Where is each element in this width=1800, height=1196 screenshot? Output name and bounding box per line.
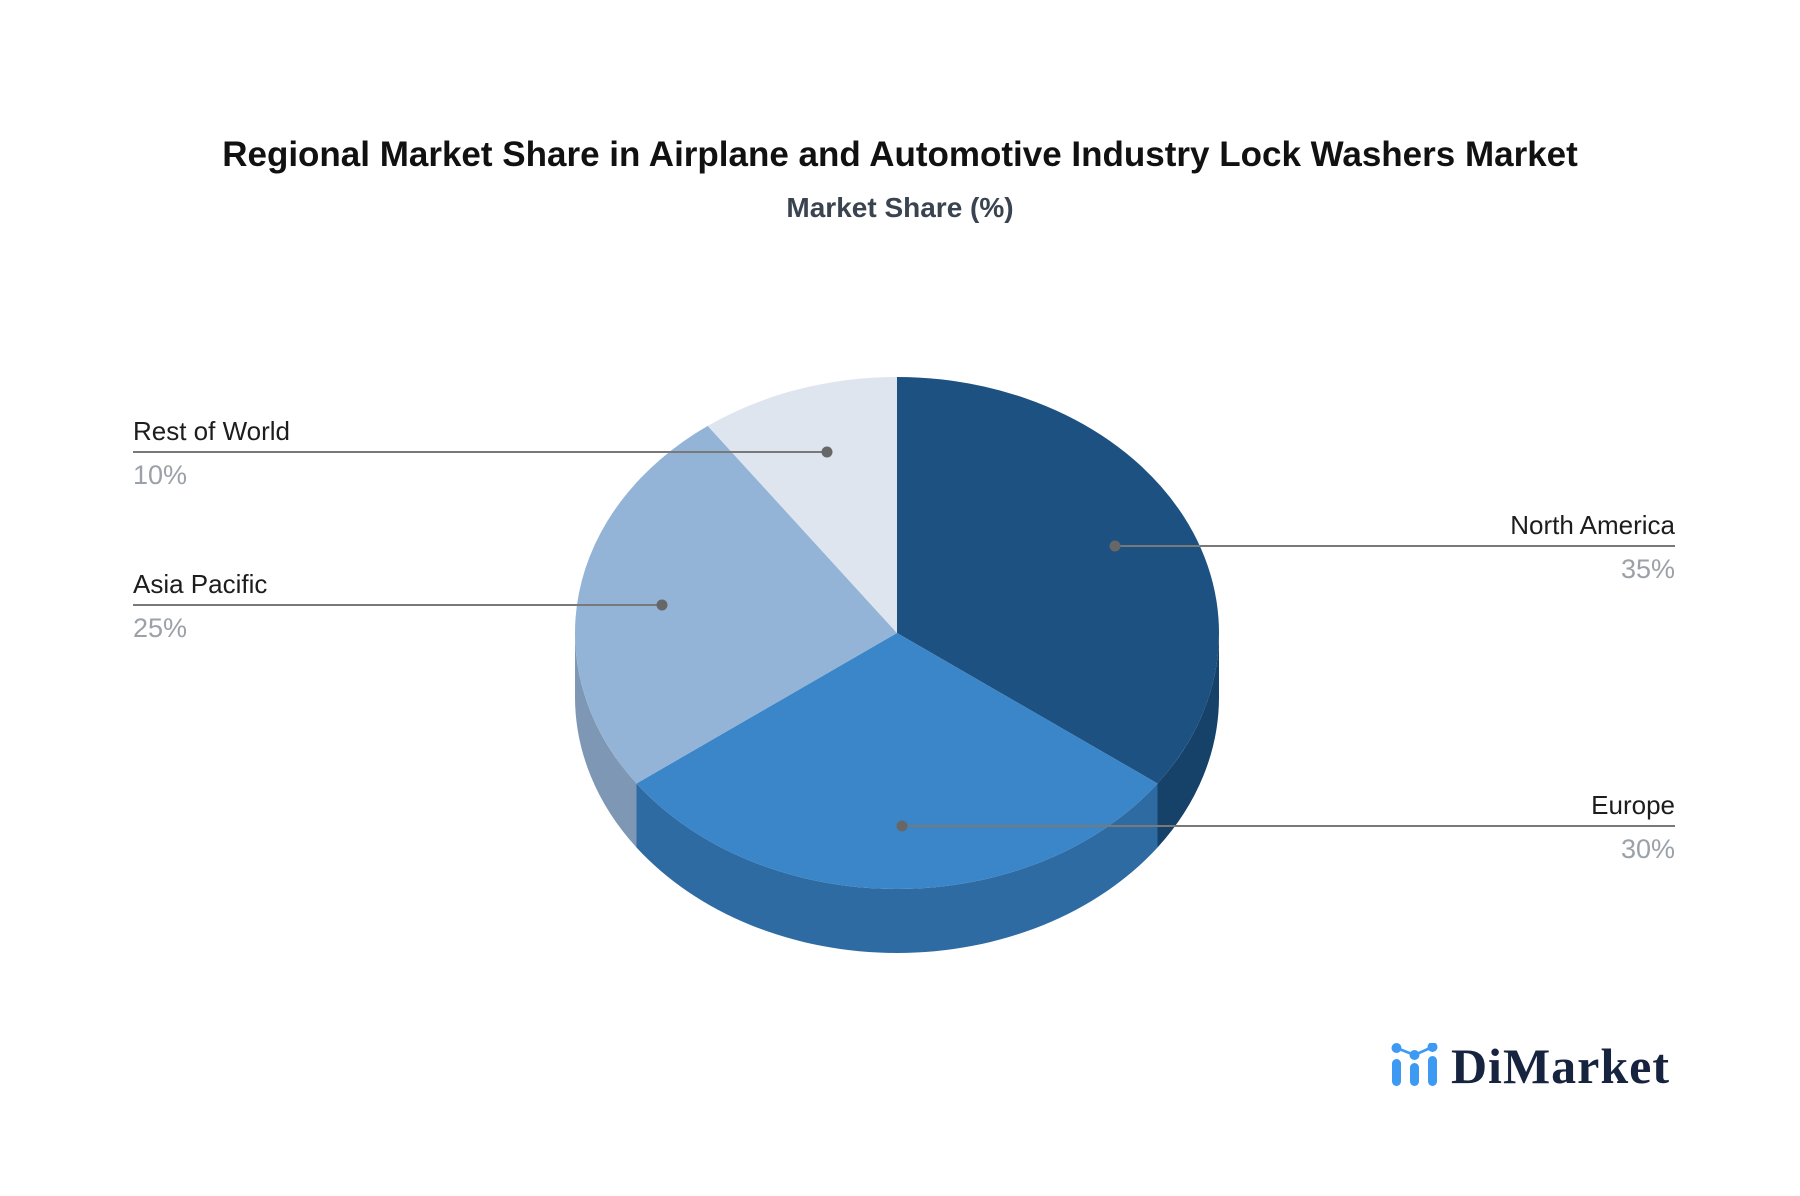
callout-rest-of-world: Rest of World 10% — [133, 417, 290, 489]
leader-dot-europe — [896, 820, 908, 832]
page-subtitle: Market Share (%) — [786, 192, 1014, 223]
pie-slice-side-asia-pacific — [575, 633, 637, 848]
leader-dot-north-america — [1109, 540, 1121, 552]
bar-line-chart-icon — [1391, 1043, 1438, 1086]
callout-europe: Europe 30% — [1591, 791, 1675, 863]
callout-label: Asia Pacific — [133, 569, 268, 599]
brand-logo: DiMarket — [1391, 1038, 1670, 1094]
pie-slice-side-europe — [636, 783, 1158, 953]
callout-label: Rest of World — [133, 416, 291, 446]
leader-dot-asia-pacific — [656, 599, 668, 611]
callout-percent: 10% — [133, 460, 188, 490]
callout-label: Europe — [1591, 790, 1675, 820]
callout-percent: 30% — [1620, 834, 1675, 864]
callout-north-america: North America 35% — [1510, 511, 1675, 583]
pie-slice-rest-of-world — [707, 377, 897, 633]
callout-percent: 25% — [133, 613, 188, 643]
pie-slice-north-america — [897, 377, 1219, 784]
page-title: Regional Market Share in Airplane and Au… — [222, 135, 1578, 174]
callout-percent: 35% — [1620, 554, 1675, 584]
brand-logo-text: DiMarket — [1450, 1038, 1670, 1094]
pie-slice-side-north-america — [1157, 633, 1219, 848]
callout-label: North America — [1510, 510, 1675, 540]
leader-dot-rest-of-world — [821, 446, 833, 458]
callout-asia-pacific: Asia Pacific 25% — [133, 570, 267, 642]
pie-slice-asia-pacific — [575, 425, 897, 784]
